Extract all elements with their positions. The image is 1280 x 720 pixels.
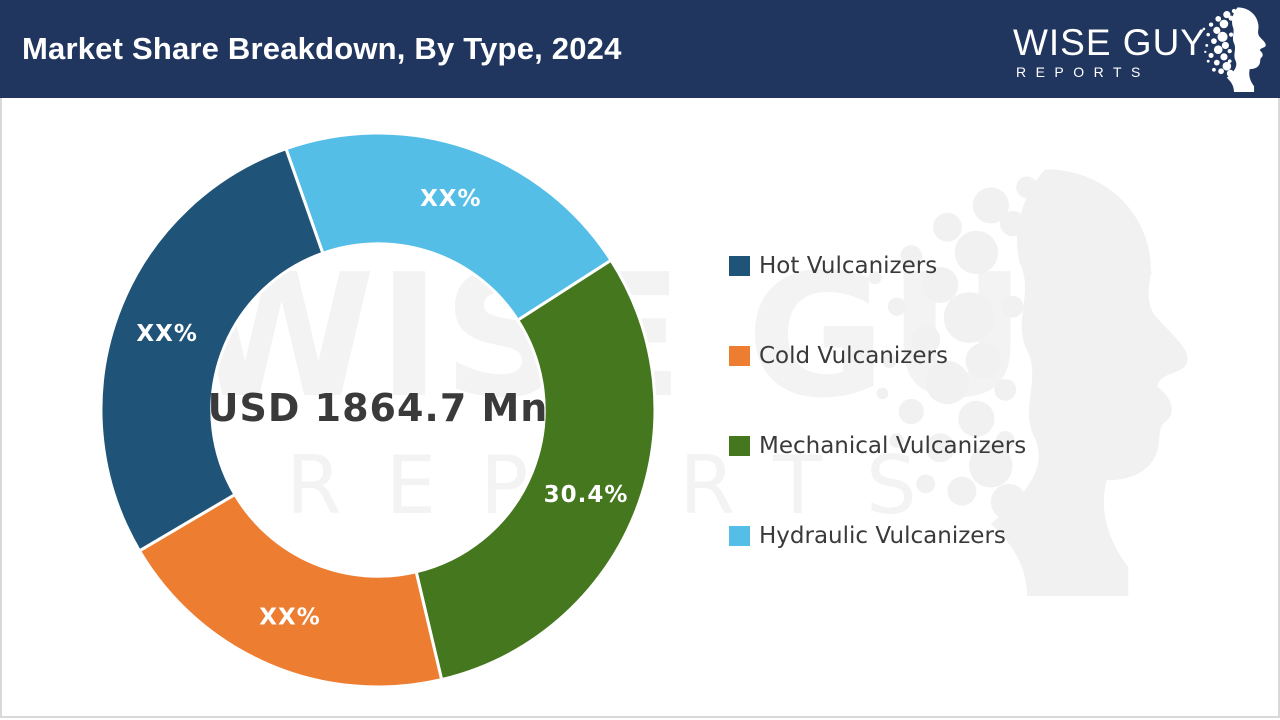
legend-item-cold-vulcanizers: Cold Vulcanizers bbox=[729, 343, 948, 369]
segment-label: XX% bbox=[420, 186, 482, 212]
legend-item-mechanical-vulcanizers: Mechanical Vulcanizers bbox=[729, 433, 1026, 459]
donut-segment-hot-vulcanizers bbox=[99, 146, 325, 553]
legend-item-label: Mechanical Vulcanizers bbox=[759, 433, 1027, 459]
legend-swatch bbox=[729, 256, 750, 276]
legend-swatch bbox=[729, 436, 750, 456]
legend-swatch bbox=[729, 346, 750, 366]
page-title: Market Share Breakdown, By Type, 2024 bbox=[22, 31, 622, 66]
legend-item-label: Hydraulic Vulcanizers bbox=[759, 523, 1006, 549]
brand-logo-text: WISE GUY REPORTS bbox=[1013, 24, 1206, 80]
donut-segment-mechanical-vulcanizers bbox=[414, 258, 657, 682]
legend-item-label: Cold Vulcanizers bbox=[759, 343, 948, 369]
left-border-line bbox=[0, 98, 2, 718]
brand-logo-line2: REPORTS bbox=[1015, 64, 1150, 80]
brand-logo-line1: WISE GUY bbox=[1012, 22, 1206, 63]
donut-segment-cold-vulcanizers bbox=[137, 492, 444, 689]
header-bar: Market Share Breakdown, By Type, 2024 WI… bbox=[0, 0, 1280, 98]
dotted-head-icon bbox=[1198, 6, 1270, 92]
segment-label: XX% bbox=[136, 321, 198, 347]
legend-item-label: Hot Vulcanizers bbox=[759, 253, 938, 279]
watermark-wordmark: WISE GUY bbox=[188, 238, 1154, 436]
right-border-line bbox=[1278, 98, 1280, 718]
bottom-border-line bbox=[0, 716, 1280, 718]
segment-label: 30.4% bbox=[544, 482, 629, 508]
legend-item-hot-vulcanizers: Hot Vulcanizers bbox=[729, 253, 937, 279]
chart-center-value: USD 1864.7 Mn bbox=[207, 386, 549, 430]
segment-label: XX% bbox=[259, 604, 321, 630]
donut-chart: XX% 30.4% XX% XX% bbox=[99, 131, 657, 689]
donut-segment-hydraulic-vulcanizers bbox=[284, 131, 614, 323]
brand-logo: WISE GUY REPORTS bbox=[1013, 6, 1270, 92]
legend-item-hydraulic-vulcanizers: Hydraulic Vulcanizers bbox=[729, 523, 1006, 549]
legend-swatch bbox=[729, 526, 750, 546]
